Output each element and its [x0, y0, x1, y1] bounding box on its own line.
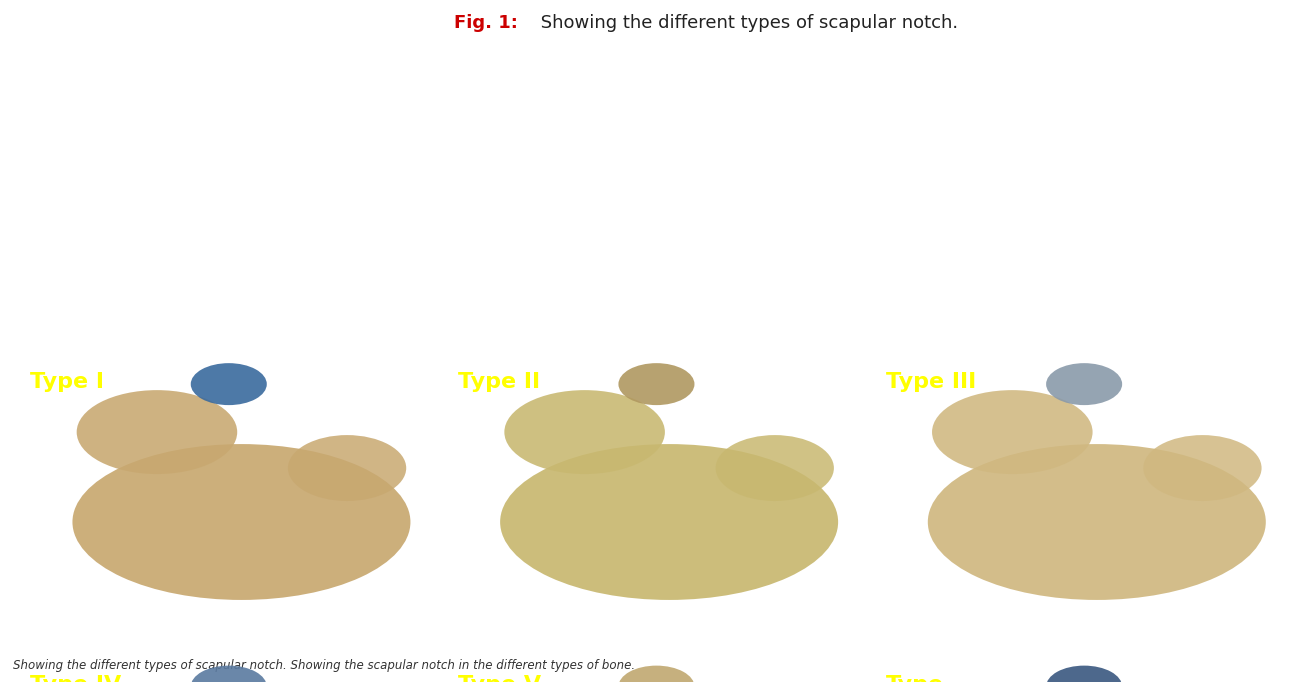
Ellipse shape — [504, 390, 665, 474]
Ellipse shape — [73, 444, 411, 600]
Text: Fig. 1:: Fig. 1: — [454, 14, 517, 31]
Ellipse shape — [1046, 363, 1122, 405]
Text: Type II: Type II — [457, 372, 540, 392]
Ellipse shape — [618, 363, 695, 405]
Text: Showing the different types of scapular notch.: Showing the different types of scapular … — [535, 14, 958, 31]
Text: Type
VI: Type VI — [885, 674, 943, 682]
Text: Type III: Type III — [885, 372, 976, 392]
Text: Showing the different types of scapular notch. Showing the scapular notch in the: Showing the different types of scapular … — [13, 659, 635, 672]
Ellipse shape — [932, 390, 1093, 474]
Text: Type V: Type V — [457, 674, 540, 682]
Ellipse shape — [288, 435, 406, 501]
Text: Type IV: Type IV — [30, 674, 122, 682]
Ellipse shape — [191, 666, 267, 682]
Ellipse shape — [191, 363, 267, 405]
Ellipse shape — [715, 435, 833, 501]
Ellipse shape — [500, 444, 839, 600]
Ellipse shape — [1046, 666, 1122, 682]
Text: Type I: Type I — [30, 372, 104, 392]
Ellipse shape — [928, 444, 1266, 600]
Ellipse shape — [1143, 435, 1261, 501]
Ellipse shape — [76, 390, 237, 474]
Ellipse shape — [618, 666, 695, 682]
